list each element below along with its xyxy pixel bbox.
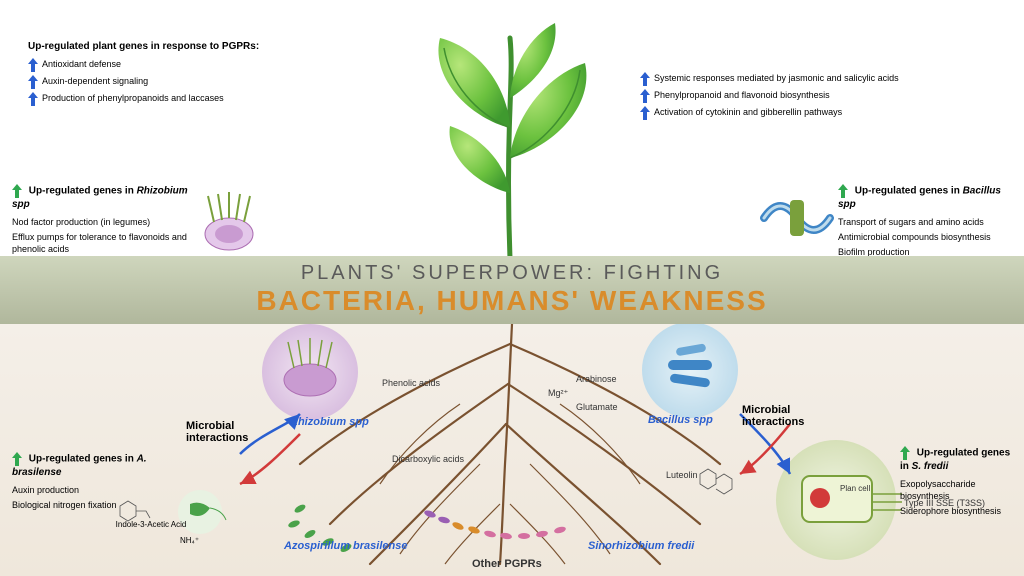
gene-box-header: Up-regulated genes in Rhizobium spp	[12, 184, 194, 212]
banner-title: BACTERIA, HUMANS' WEAKNESS	[0, 285, 1024, 317]
gene-item: Exopolysaccharide biosynthesis	[900, 478, 1020, 502]
roots-svg	[0, 324, 1024, 576]
gene-item: Efflux pumps for tolerance to flavonoids…	[12, 231, 194, 255]
gene-text: Antioxidant defense	[42, 58, 328, 70]
dicarb-label: Dicarboxylic acids	[392, 454, 464, 464]
up-arrow-icon	[12, 452, 22, 466]
upper-right-genes: Systemic responses mediated by jasmonic …	[640, 72, 980, 123]
azospirillum-label: Azospirillum brasilense	[284, 540, 407, 552]
gene-text: Activation of cytokinin and gibberellin …	[654, 106, 980, 118]
gene-item: Transport of sugars and amino acids	[838, 216, 1016, 228]
gene-text: Siderophore biosynthesis	[900, 505, 1020, 517]
upper-left-genes: Up-regulated plant genes in response to …	[28, 40, 328, 109]
gene-text: Exopolysaccharide biosynthesis	[900, 478, 1020, 502]
plant-illustration	[380, 8, 640, 268]
gene-text: Biological nitrogen fixation	[12, 499, 182, 511]
gene-header-text: Up-regulated genes in	[29, 454, 134, 465]
gene-text: Efflux pumps for tolerance to flavonoids…	[12, 231, 194, 255]
gene-text: Systemic responses mediated by jasmonic …	[654, 72, 980, 84]
arabinose-label: Arabinose	[576, 374, 617, 384]
microbial-right-label: Microbial interactions	[742, 404, 832, 428]
upper-left-header: Up-regulated plant genes in response to …	[28, 40, 328, 54]
other-pgprs-label: Other PGPRs	[472, 558, 542, 570]
up-arrow-icon	[640, 72, 650, 86]
gene-header-text: Up-regulated genes in	[855, 186, 960, 197]
gene-text: Antimicrobial compounds biosynthesis	[838, 231, 1016, 243]
gene-box-header: Up-regulated genes in Bacillus spp	[838, 184, 1016, 212]
gene-text: Auxin production	[12, 484, 182, 496]
up-arrow-icon	[28, 92, 38, 106]
gene-box-header: Up-regulated genes in A. brasilense	[12, 452, 182, 480]
luteolin-label: Luteolin	[666, 470, 698, 480]
gene-item: Systemic responses mediated by jasmonic …	[640, 72, 980, 86]
gene-item: Antimicrobial compounds biosynthesis	[838, 231, 1016, 243]
nh4-label: NH₄⁺	[180, 536, 199, 545]
glutamate-label: Glutamate	[576, 402, 618, 412]
gene-item: Auxin-dependent signaling	[28, 75, 328, 89]
gene-item: Siderophore biosynthesis	[900, 505, 1020, 517]
sinorhizobium-label: Sinorhizobium fredii	[588, 540, 694, 552]
gene-text: Nod factor production (in legumes)	[12, 216, 194, 228]
gene-item: Biological nitrogen fixation	[12, 499, 182, 511]
gene-text: Production of phenylpropanoids and lacca…	[42, 92, 328, 104]
bacillus-genes: Up-regulated genes in Bacillus spp Trans…	[838, 184, 1016, 261]
banner-subtitle: PLANTS' SUPERPOWER: FIGHTING	[0, 262, 1024, 285]
up-arrow-icon	[12, 184, 22, 198]
bacillus-label: Bacillus spp	[648, 414, 713, 426]
iaa-label: Indole-3-Acetic Acid	[106, 520, 196, 529]
up-arrow-icon	[838, 184, 848, 198]
mg-label: Mg²⁺	[548, 388, 568, 399]
bacillus-membrane-icon	[760, 188, 834, 252]
diagram-canvas: Up-regulated plant genes in response to …	[0, 0, 1024, 576]
up-arrow-icon	[28, 58, 38, 72]
phenolic-label: Phenolic acids	[382, 378, 440, 388]
gene-item: Nod factor production (in legumes)	[12, 216, 194, 228]
gene-box-header: Up-regulated genes in S. fredii	[900, 446, 1020, 474]
plan-cell-label: Plan cell	[840, 484, 870, 493]
rhizobium-nodule-icon	[194, 188, 264, 258]
gene-item: Activation of cytokinin and gibberellin …	[640, 106, 980, 120]
gene-text: Phenylpropanoid and flavonoid biosynthes…	[654, 89, 980, 101]
gene-item: Antioxidant defense	[28, 58, 328, 72]
rhizobium-label: Rhizobium spp	[290, 416, 369, 428]
sfredii-genes: Up-regulated genes in S. fredii Exopolys…	[900, 446, 1020, 520]
up-arrow-icon	[640, 89, 650, 103]
gene-text: Auxin-dependent signaling	[42, 75, 328, 87]
up-arrow-icon	[28, 75, 38, 89]
gene-item: Phenylpropanoid and flavonoid biosynthes…	[640, 89, 980, 103]
title-banner: PLANTS' SUPERPOWER: FIGHTING BACTERIA, H…	[0, 256, 1024, 324]
gene-item: Production of phenylpropanoids and lacca…	[28, 92, 328, 106]
gene-header-italic: S. fredii	[912, 461, 949, 472]
up-arrow-icon	[900, 446, 910, 460]
gene-header-text: Up-regulated genes in	[29, 186, 134, 197]
gene-text: Transport of sugars and amino acids	[838, 216, 1016, 228]
microbial-left-label: Microbial interactions	[186, 420, 276, 444]
gene-item: Auxin production	[12, 484, 182, 496]
abrasilense-genes: Up-regulated genes in A. brasilense Auxi…	[12, 452, 182, 514]
up-arrow-icon	[640, 106, 650, 120]
